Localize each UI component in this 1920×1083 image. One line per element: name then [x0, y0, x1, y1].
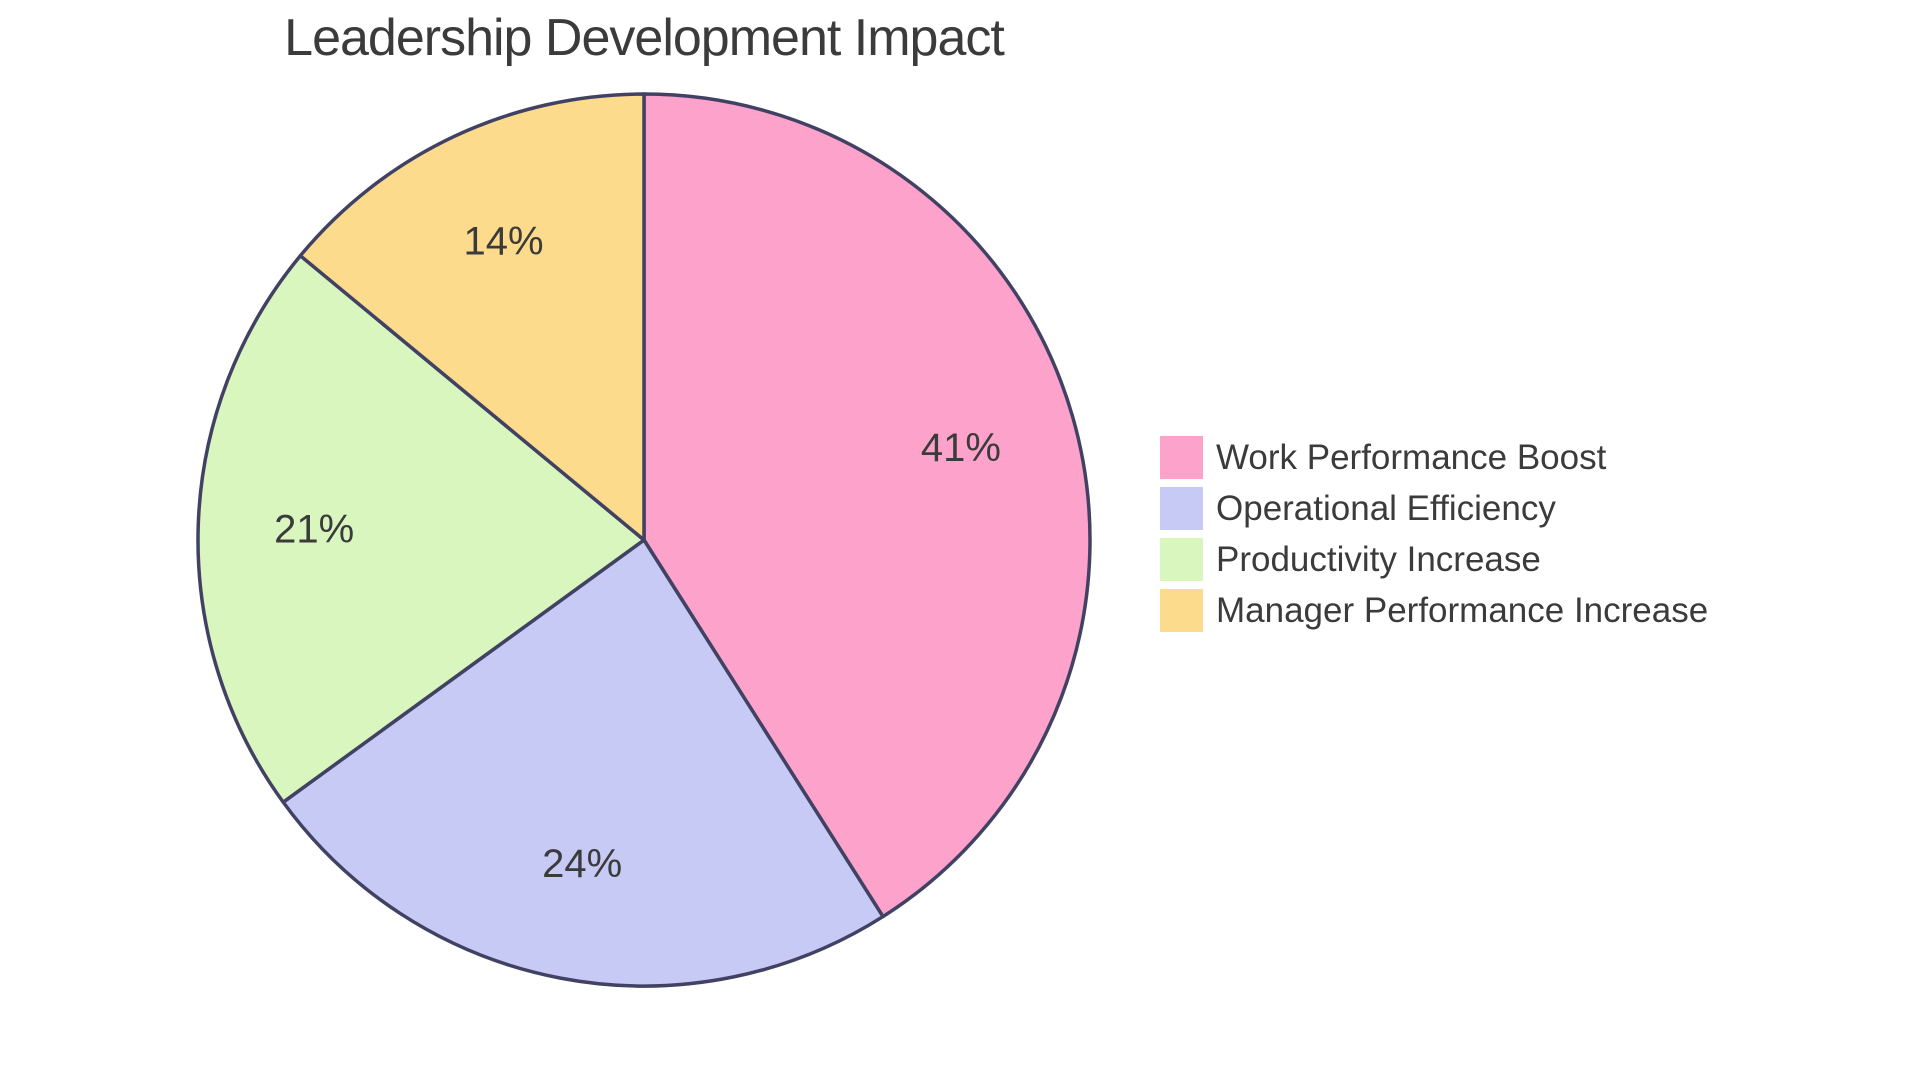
slice-percentage-label-work-performance-boost: 41% — [921, 426, 1001, 470]
pie-slice-operational-efficiency[interactable] — [281, 538, 885, 988]
pie-slice-productivity-increase[interactable] — [196, 253, 646, 804]
chart-title: Leadership Development Impact — [284, 9, 1005, 67]
slice-percentage-label-manager-performance-increase: 14% — [463, 219, 543, 263]
legend-label-work-performance-boost: Work Performance Boost — [1216, 438, 1607, 477]
legend-swatch-productivity-increase — [1160, 538, 1203, 581]
pie-slice-manager-performance-increase[interactable] — [298, 92, 646, 542]
legend: Work Performance Boost Operational Effici… — [1160, 436, 1708, 640]
slice-percentage-label-operational-efficiency: 24% — [542, 842, 622, 886]
legend-label-manager-performance-increase: Manager Performance Increase — [1216, 591, 1709, 630]
legend-swatch-operational-efficiency — [1160, 487, 1203, 530]
legend-item-operational-efficiency[interactable]: Operational Efficiency — [1160, 487, 1708, 530]
pie-slice-work-performance-boost[interactable] — [642, 92, 1092, 919]
legend-swatch-work-performance-boost — [1160, 436, 1203, 479]
legend-label-operational-efficiency: Operational Efficiency — [1216, 489, 1556, 528]
legend-item-manager-performance-increase[interactable]: Manager Performance Increase — [1160, 589, 1708, 632]
slice-percentage-label-productivity-increase: 21% — [274, 508, 354, 552]
legend-item-work-performance-boost[interactable]: Work Performance Boost — [1160, 436, 1708, 479]
legend-swatch-manager-performance-increase — [1160, 589, 1203, 632]
legend-item-productivity-increase[interactable]: Productivity Increase — [1160, 538, 1708, 581]
legend-label-productivity-increase: Productivity Increase — [1216, 540, 1541, 579]
